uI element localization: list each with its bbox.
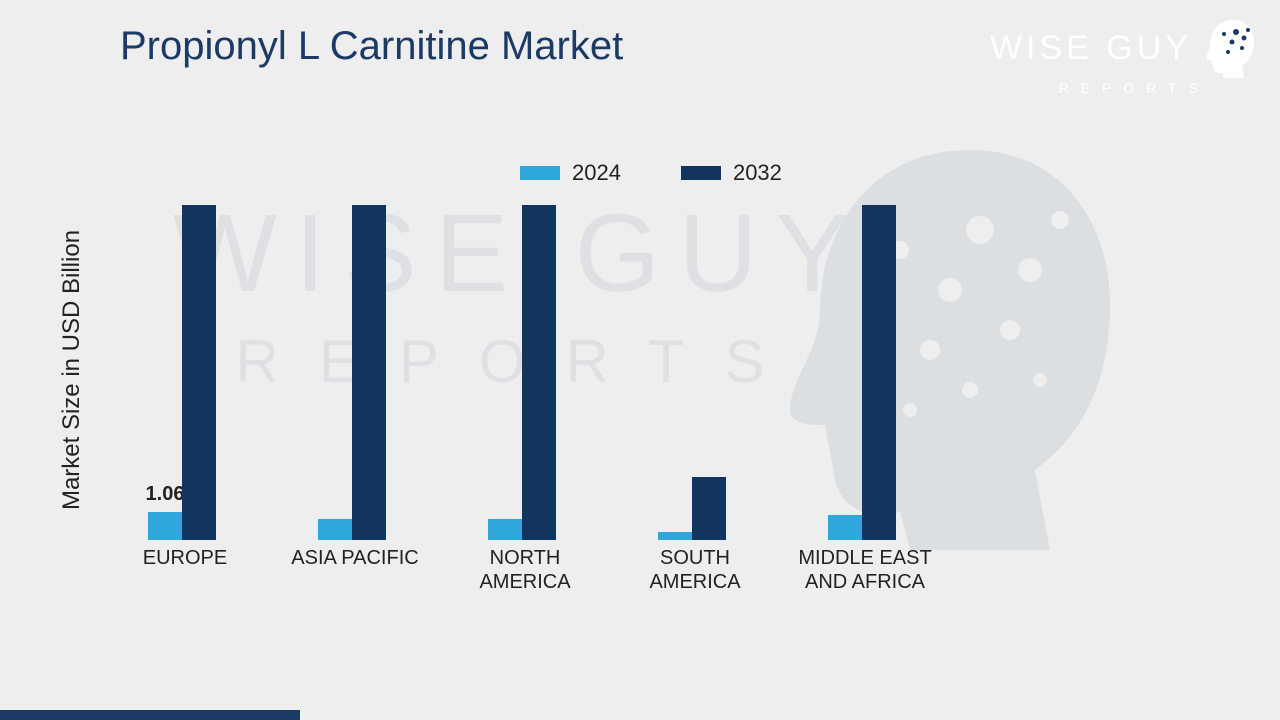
chart-area: 1.06EUROPE ASIA PACIFIC NORTH AMERICA SOUTH… <box>110 200 940 540</box>
category-label: SOUTH AMERICA <box>620 546 770 594</box>
right-panel <box>960 0 1280 720</box>
category-label: EUROPE <box>110 546 260 570</box>
panel-circle-cut <box>960 0 1280 720</box>
y-axis-label: Market Size in USD Billion <box>58 230 86 510</box>
bar-2032 <box>862 205 896 540</box>
head-icon <box>1204 18 1256 78</box>
legend-label-2024: 2024 <box>572 160 621 186</box>
brand-name: WISE GUY <box>990 29 1192 68</box>
bar-group: SOUTH AMERICA <box>640 200 750 540</box>
bar-value-label: 1.06 <box>146 483 185 506</box>
bar-2032 <box>182 205 216 540</box>
category-label: MIDDLE EAST AND AFRICA <box>790 546 940 594</box>
legend: 2024 2032 <box>520 160 782 186</box>
category-label: ASIA PACIFIC <box>280 546 430 570</box>
brand-sub: REPORTS <box>976 80 1256 96</box>
chart-title: Propionyl L Carnitine Market <box>120 24 623 69</box>
plot-area: 1.06EUROPE ASIA PACIFIC NORTH AMERICA SOUTH… <box>110 200 940 540</box>
bottom-accent-bar <box>0 710 300 720</box>
legend-swatch-2024 <box>520 166 560 180</box>
brand-logo: WISE GUY REPORTS <box>976 18 1256 108</box>
bar-group: NORTH AMERICA <box>470 200 580 540</box>
legend-item-2024: 2024 <box>520 160 621 186</box>
legend-swatch-2032 <box>681 166 721 180</box>
bar-2024 <box>828 515 862 540</box>
bar-2032 <box>352 205 386 540</box>
bar-2032 <box>522 205 556 540</box>
bar-2024 <box>658 532 692 540</box>
category-label: NORTH AMERICA <box>450 546 600 594</box>
bar-2024 <box>318 519 352 540</box>
bar-2024 <box>148 512 182 540</box>
legend-label-2032: 2032 <box>733 160 782 186</box>
bar-2024 <box>488 519 522 540</box>
legend-item-2032: 2032 <box>681 160 782 186</box>
bar-group: ASIA PACIFIC <box>300 200 410 540</box>
bar-group: 1.06EUROPE <box>130 200 240 540</box>
bar-group: MIDDLE EAST AND AFRICA <box>810 200 920 540</box>
bar-2032 <box>692 477 726 540</box>
stage: WISE GUY REPORTS WISE GUY REPORTS <box>0 0 1280 720</box>
